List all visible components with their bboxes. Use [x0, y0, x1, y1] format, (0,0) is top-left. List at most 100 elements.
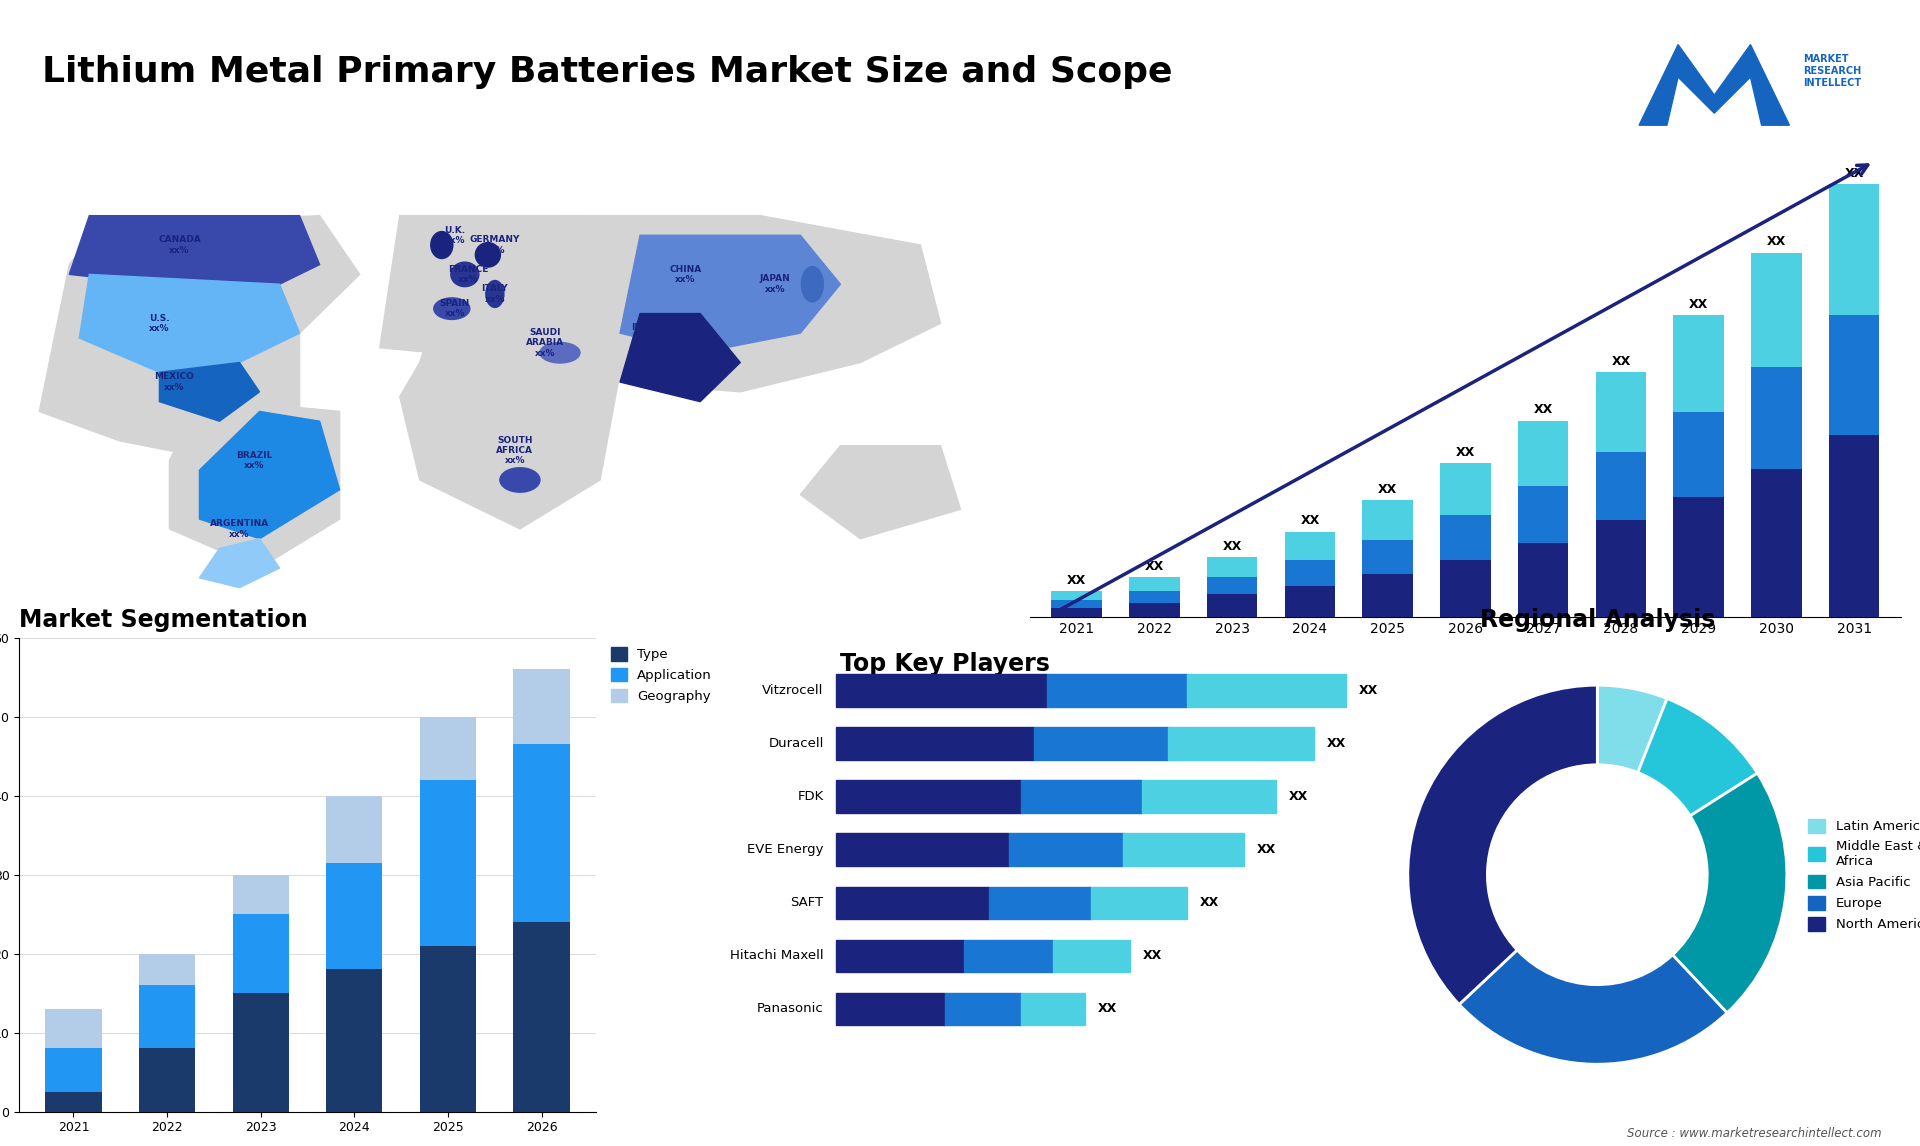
Text: ITALY
xx%: ITALY xx%	[482, 284, 509, 304]
Text: JAPAN
xx%: JAPAN xx%	[760, 275, 791, 293]
Bar	[1596, 372, 1645, 452]
Bar	[46, 1049, 102, 1092]
Bar	[1596, 452, 1645, 520]
Bar	[964, 940, 1054, 972]
Bar	[420, 945, 476, 1112]
Ellipse shape	[476, 243, 501, 267]
Text: XX: XX	[1142, 949, 1162, 963]
Bar	[138, 986, 196, 1049]
Wedge shape	[1638, 699, 1757, 816]
Text: Market Segmentation: Market Segmentation	[19, 607, 307, 631]
Bar	[1208, 557, 1258, 578]
Text: XX: XX	[1611, 355, 1630, 368]
Bar	[1091, 887, 1187, 919]
Bar	[837, 728, 1035, 760]
Text: Hitachi Maxell: Hitachi Maxell	[730, 949, 824, 963]
Bar	[1142, 780, 1277, 813]
Text: XX: XX	[1379, 482, 1398, 496]
Text: MEXICO
xx%: MEXICO xx%	[154, 372, 194, 392]
Text: XX: XX	[1690, 298, 1709, 311]
Bar	[1363, 574, 1413, 617]
Text: Panasonic: Panasonic	[756, 1003, 824, 1015]
Text: ARGENTINA
xx%: ARGENTINA xx%	[209, 519, 269, 539]
Bar	[232, 915, 288, 994]
Text: SPAIN
xx%: SPAIN xx%	[440, 299, 470, 319]
Bar	[1208, 578, 1258, 595]
Bar	[837, 833, 1008, 865]
Polygon shape	[620, 314, 741, 401]
Bar	[1674, 315, 1724, 413]
Wedge shape	[1459, 950, 1728, 1065]
Bar	[1129, 603, 1179, 617]
Bar	[232, 994, 288, 1112]
Polygon shape	[380, 215, 601, 362]
Bar	[420, 716, 476, 780]
Bar	[1046, 674, 1187, 707]
Text: U.K.
xx%: U.K. xx%	[444, 226, 465, 245]
Bar	[837, 674, 1046, 707]
Polygon shape	[200, 539, 280, 588]
Text: SAUDI
ARABIA
xx%: SAUDI ARABIA xx%	[526, 328, 564, 358]
Bar	[1440, 463, 1490, 515]
Text: U.S.
xx%: U.S. xx%	[150, 314, 169, 333]
Text: BRAZIL
xx%: BRAZIL xx%	[236, 450, 273, 470]
Ellipse shape	[801, 267, 824, 301]
Text: SOUTH
AFRICA
xx%: SOUTH AFRICA xx%	[497, 435, 534, 465]
Bar	[1284, 532, 1334, 560]
Text: XX: XX	[1327, 737, 1346, 749]
Bar	[232, 874, 288, 915]
Bar	[1284, 560, 1334, 586]
Text: XX: XX	[1300, 515, 1319, 527]
Polygon shape	[801, 446, 960, 539]
Bar	[513, 745, 570, 923]
Bar	[46, 1008, 102, 1049]
Circle shape	[1488, 764, 1707, 984]
Title: Regional Analysis: Regional Analysis	[1480, 607, 1715, 631]
Bar	[1751, 469, 1801, 617]
Text: Duracell: Duracell	[768, 737, 824, 749]
Ellipse shape	[486, 281, 503, 307]
Bar	[1440, 515, 1490, 560]
Bar	[837, 992, 945, 1025]
Ellipse shape	[499, 468, 540, 492]
Polygon shape	[38, 215, 359, 461]
Bar	[1187, 674, 1346, 707]
Text: Source : www.marketresearchintellect.com: Source : www.marketresearchintellect.com	[1626, 1128, 1882, 1140]
Bar	[1830, 434, 1880, 617]
Bar	[1284, 586, 1334, 617]
Bar	[1674, 497, 1724, 617]
Text: XX: XX	[1144, 559, 1164, 573]
Text: FDK: FDK	[797, 790, 824, 803]
Ellipse shape	[434, 298, 470, 320]
Bar	[326, 863, 382, 970]
Bar	[1674, 413, 1724, 497]
Wedge shape	[1407, 685, 1597, 1004]
Polygon shape	[540, 215, 941, 392]
Text: XX: XX	[1455, 446, 1475, 458]
Bar	[1363, 540, 1413, 574]
Bar	[837, 780, 1021, 813]
Bar	[1751, 253, 1801, 367]
Text: Lithium Metal Primary Batteries Market Size and Scope: Lithium Metal Primary Batteries Market S…	[42, 55, 1173, 88]
Polygon shape	[200, 411, 340, 539]
Bar	[420, 780, 476, 945]
Polygon shape	[79, 274, 300, 372]
Polygon shape	[159, 362, 259, 422]
Ellipse shape	[451, 262, 478, 286]
Wedge shape	[1597, 685, 1667, 772]
Bar	[837, 887, 989, 919]
Bar	[1123, 833, 1244, 865]
Bar	[1054, 940, 1129, 972]
Text: GERMANY
xx%: GERMANY xx%	[470, 235, 520, 254]
Text: INDIA
xx%: INDIA xx%	[630, 323, 660, 343]
Bar	[1035, 728, 1167, 760]
Polygon shape	[69, 215, 319, 284]
Bar	[1021, 992, 1085, 1025]
Bar	[1008, 833, 1123, 865]
Bar	[1129, 591, 1179, 603]
Bar	[1519, 543, 1569, 617]
Polygon shape	[169, 401, 340, 568]
Text: EVE Energy: EVE Energy	[747, 843, 824, 856]
Bar	[1519, 421, 1569, 486]
Bar	[1052, 609, 1102, 617]
